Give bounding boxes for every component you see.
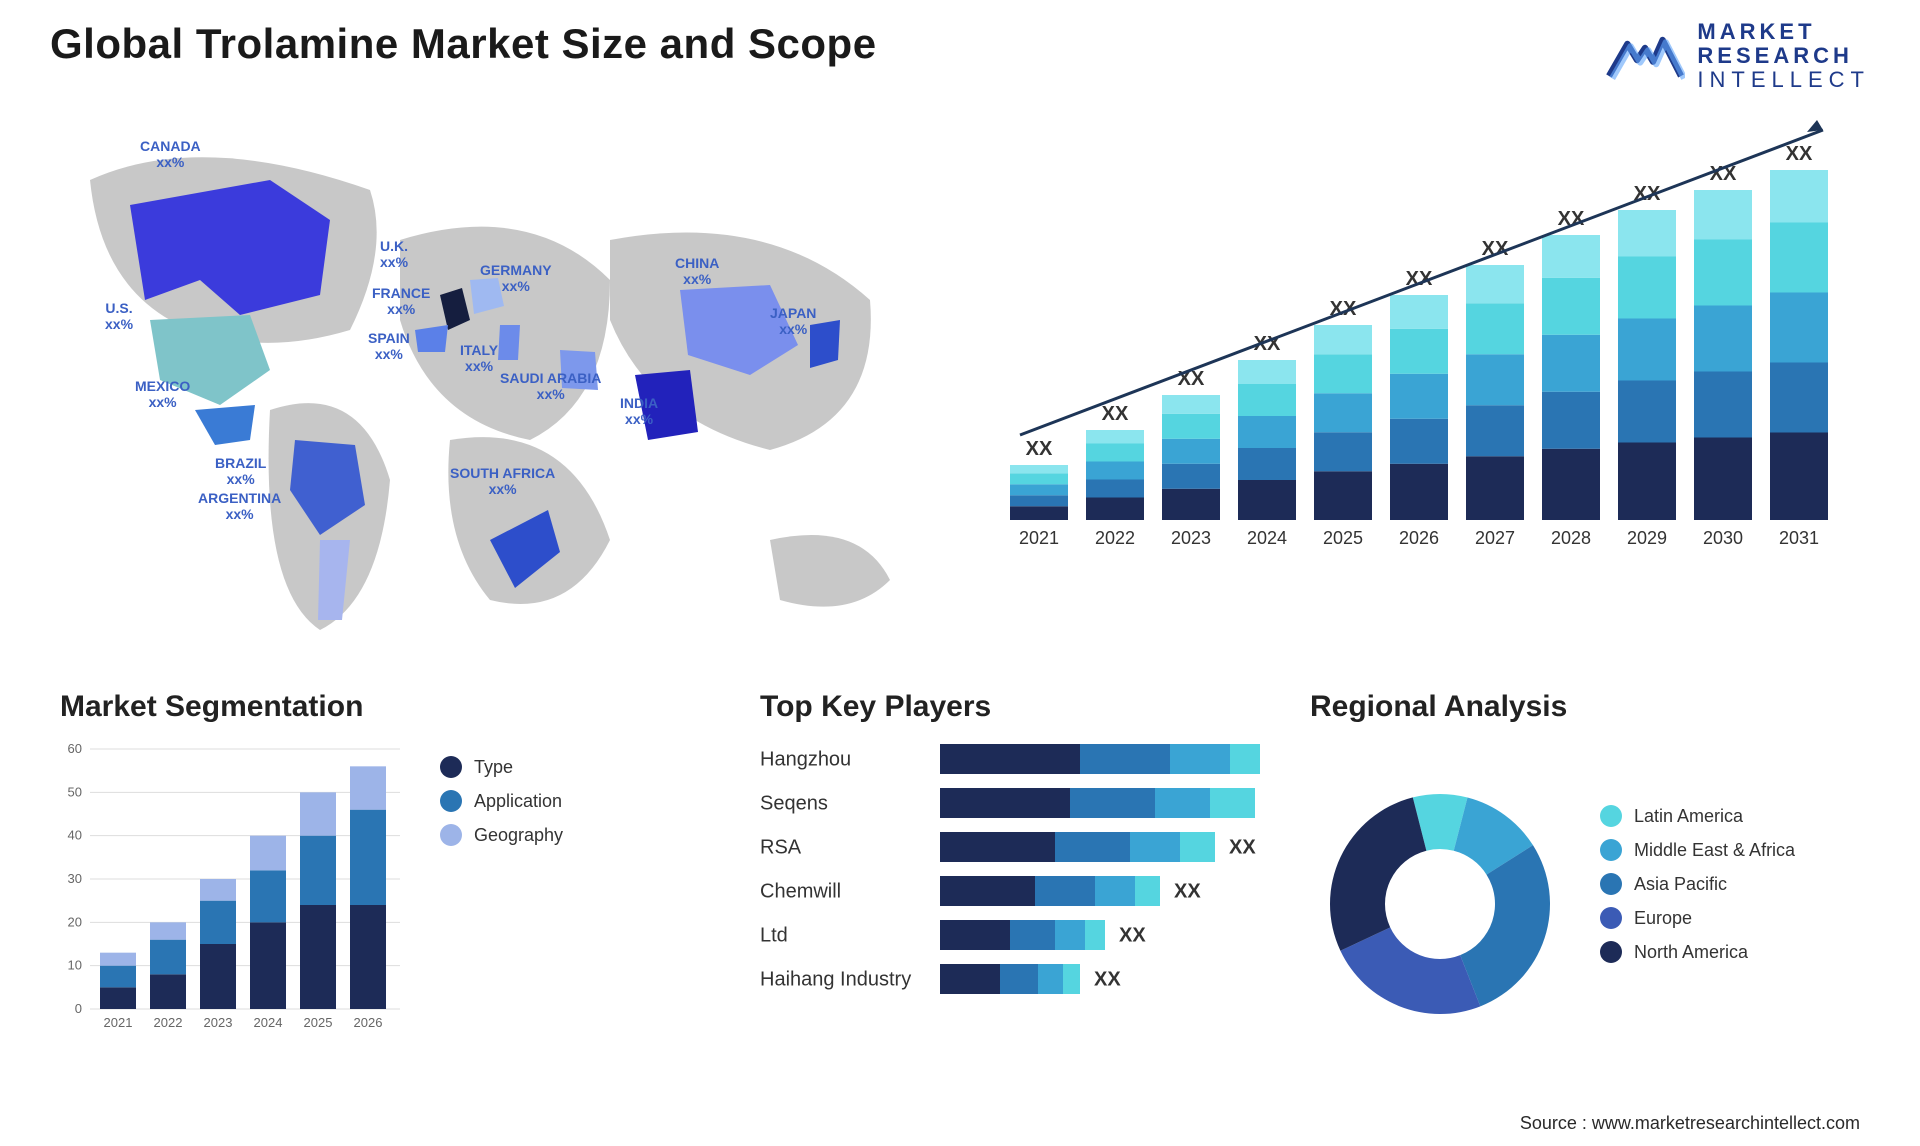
map-label: INDIAxx% — [620, 395, 658, 427]
map-label: U.S.xx% — [105, 300, 133, 332]
map-label: GERMANYxx% — [480, 262, 552, 294]
players-chart: HangzhouXXSeqensXXRSAXXChemwillXXLtdXXHa… — [760, 744, 1260, 1044]
svg-text:2030: 2030 — [1703, 528, 1743, 548]
svg-text:50: 50 — [68, 784, 82, 799]
legend-label: Asia Pacific — [1634, 874, 1727, 895]
svg-text:2025: 2025 — [304, 1015, 333, 1030]
map-label: BRAZILxx% — [215, 455, 266, 487]
map-label: ITALYxx% — [460, 342, 498, 374]
world-map-panel: CANADAxx% U.S.xx% MEXICOxx% BRAZILxx%ARGENT… — [50, 120, 920, 640]
legend-label: Europe — [1634, 908, 1692, 929]
legend-item: Application — [440, 790, 563, 812]
svg-text:60: 60 — [68, 744, 82, 756]
players-panel: Top Key Players Hangzhou XX Seqens XX RSA XX C… — [760, 690, 1260, 1070]
svg-text:Ltd: Ltd — [760, 925, 788, 947]
svg-text:2025: 2025 — [1323, 528, 1363, 548]
svg-text:Haihang Industry: Haihang Industry — [760, 969, 911, 991]
svg-text:0: 0 — [75, 1001, 82, 1016]
legend-item: Asia Pacific — [1600, 873, 1795, 895]
legend-item: Europe — [1600, 907, 1795, 929]
logo-mark-icon — [1605, 26, 1685, 86]
map-label: CANADAxx% — [140, 138, 201, 170]
svg-text:2024: 2024 — [1247, 528, 1287, 548]
map-label: SAUDI ARABIAxx% — [500, 370, 601, 402]
svg-text:XX: XX — [1119, 925, 1146, 947]
legend-item: Latin America — [1600, 805, 1795, 827]
header: Global Trolamine Market Size and Scope M… — [50, 20, 1870, 93]
svg-text:RSA: RSA — [760, 837, 802, 859]
regional-panel: Regional Analysis Latin America Middle Ea… — [1310, 690, 1870, 1070]
legend-swatch — [440, 824, 462, 846]
svg-text:XX: XX — [1174, 881, 1201, 903]
legend-swatch — [1600, 839, 1622, 861]
map-label: MEXICOxx% — [135, 378, 190, 410]
legend-swatch — [1600, 805, 1622, 827]
svg-text:2021: 2021 — [1019, 528, 1059, 548]
svg-text:2027: 2027 — [1475, 528, 1515, 548]
segmentation-title: Market Segmentation — [60, 690, 590, 724]
legend-label: Type — [474, 757, 513, 778]
segmentation-chart: 0 10 20 30 40 50 60 2021 2022 2023 2024 2025 2026 — [60, 744, 400, 1034]
svg-text:XX: XX — [1229, 837, 1256, 859]
svg-text:2029: 2029 — [1627, 528, 1667, 548]
legend-swatch — [1600, 941, 1622, 963]
svg-text:2028: 2028 — [1551, 528, 1591, 548]
svg-text:10: 10 — [68, 958, 82, 973]
svg-text:2021: 2021 — [104, 1015, 133, 1030]
legend-label: Middle East & Africa — [1634, 840, 1795, 861]
map-label: SOUTH AFRICAxx% — [450, 465, 555, 497]
svg-text:XX: XX — [1102, 403, 1129, 425]
svg-text:XX: XX — [1786, 143, 1813, 165]
legend-swatch — [440, 756, 462, 778]
svg-text:2023: 2023 — [204, 1015, 233, 1030]
map-label: U.K.xx% — [380, 238, 408, 270]
map-label: JAPANxx% — [770, 305, 816, 337]
svg-text:40: 40 — [68, 828, 82, 843]
legend-label: Application — [474, 791, 562, 812]
map-label: ARGENTINAxx% — [198, 490, 281, 522]
segmentation-panel: Market Segmentation 0 10 20 30 40 50 60 2021 202… — [60, 690, 590, 1070]
regional-title: Regional Analysis — [1310, 690, 1870, 724]
map-label: FRANCExx% — [372, 285, 430, 317]
legend-item: Middle East & Africa — [1600, 839, 1795, 861]
legend-label: Latin America — [1634, 806, 1743, 827]
regional-donut — [1310, 744, 1570, 1024]
svg-text:XX: XX — [1026, 438, 1053, 460]
segmentation-legend: Type Application Geography — [440, 744, 563, 858]
svg-text:Hangzhou: Hangzhou — [760, 749, 851, 771]
legend-item: Geography — [440, 824, 563, 846]
map-label: SPAINxx% — [368, 330, 410, 362]
page-title: Global Trolamine Market Size and Scope — [50, 20, 877, 68]
logo-text: MARKET RESEARCH INTELLECT — [1697, 20, 1870, 93]
svg-text:2026: 2026 — [1399, 528, 1439, 548]
map-label: CHINAxx% — [675, 255, 719, 287]
svg-text:2023: 2023 — [1171, 528, 1211, 548]
svg-text:2022: 2022 — [1095, 528, 1135, 548]
legend-item: North America — [1600, 941, 1795, 963]
legend-swatch — [1600, 873, 1622, 895]
legend-label: Geography — [474, 825, 563, 846]
svg-text:XX: XX — [1094, 969, 1121, 991]
legend-item: Type — [440, 756, 563, 778]
svg-text:20: 20 — [68, 914, 82, 929]
svg-text:Chemwill: Chemwill — [760, 881, 841, 903]
brand-logo: MARKET RESEARCH INTELLECT — [1605, 20, 1870, 93]
svg-text:Seqens: Seqens — [760, 793, 828, 815]
svg-text:2024: 2024 — [254, 1015, 283, 1030]
svg-text:30: 30 — [68, 871, 82, 886]
legend-swatch — [1600, 907, 1622, 929]
regional-legend: Latin America Middle East & Africa Asia Pa… — [1600, 793, 1795, 975]
source-note: Source : www.marketresearchintellect.com — [1520, 1113, 1860, 1134]
legend-swatch — [440, 790, 462, 812]
svg-text:2026: 2026 — [354, 1015, 383, 1030]
svg-text:2022: 2022 — [154, 1015, 183, 1030]
legend-label: North America — [1634, 942, 1748, 963]
players-title: Top Key Players — [760, 690, 1260, 724]
svg-text:2031: 2031 — [1779, 528, 1819, 548]
growth-bar-chart: 2021XX2022XX2023XX2024XX2025XX2026XX2027… — [990, 120, 1860, 600]
